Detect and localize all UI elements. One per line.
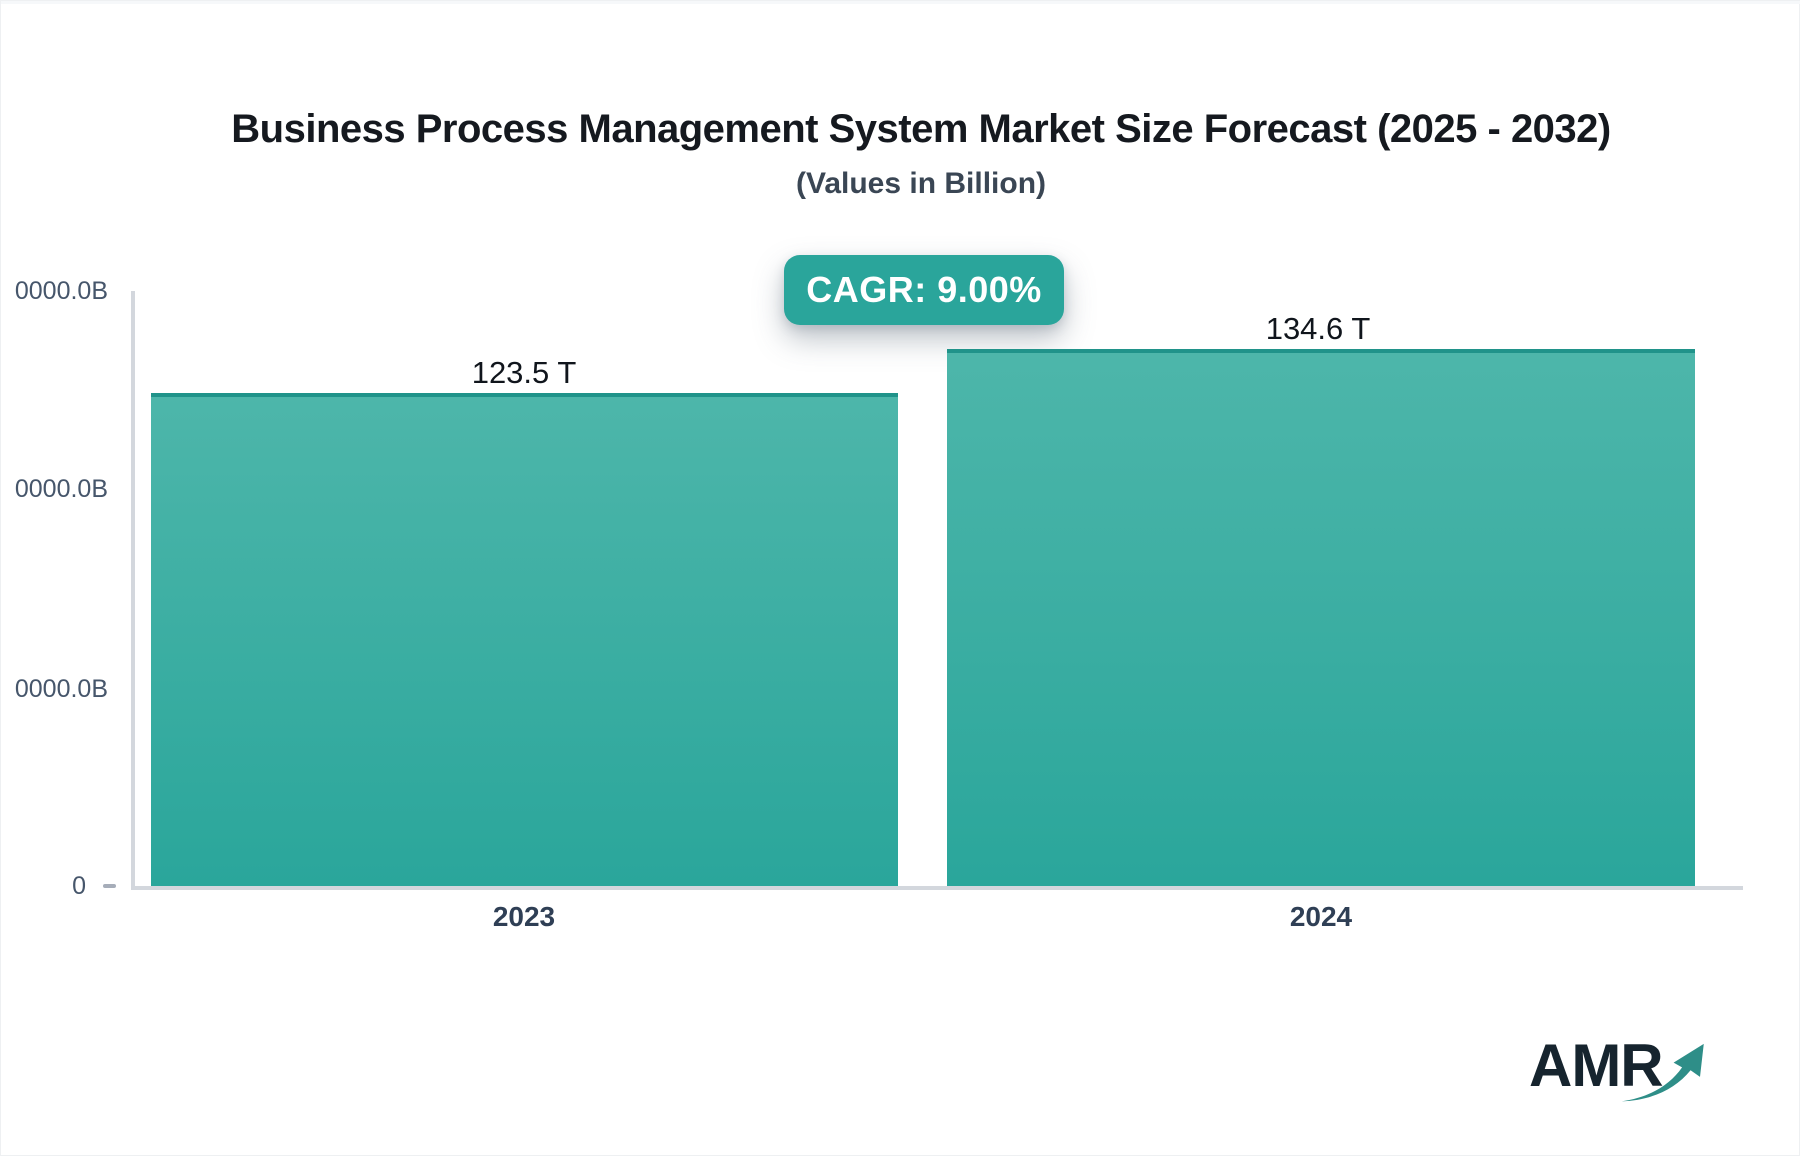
y-axis-zero-tick-mark <box>103 884 116 888</box>
chart-title: Business Process Management System Marke… <box>231 107 1611 151</box>
y-axis-line <box>131 291 135 890</box>
cagr-badge: CAGR: 9.00% <box>784 255 1064 325</box>
bar-2023 <box>151 393 898 886</box>
x-axis-label-2023: 2023 <box>492 901 556 932</box>
amr-logo-text: AMR <box>1529 1032 1664 1099</box>
x-axis-line <box>131 886 1743 890</box>
page-top-strip <box>1 1 1800 4</box>
chart-subtitle: (Values in Billion) <box>795 167 1047 200</box>
y-axis-tick-label-zero: 0 <box>72 872 86 900</box>
bar-2024 <box>947 349 1695 886</box>
y-axis-tick-label: 0000.0B <box>14 277 108 305</box>
bar-value-label-2023: 123.5 T <box>471 355 577 390</box>
bar-value-label-2024: 134.6 T <box>1265 311 1371 346</box>
y-axis-tick-label: 0000.0B <box>14 475 108 503</box>
growth-arrow-icon <box>1621 1043 1704 1102</box>
y-axis-tick-label: 0000.0B <box>14 675 108 703</box>
amr-logo: AMR <box>1529 1031 1719 1111</box>
x-axis-label-2024: 2024 <box>1289 901 1353 932</box>
